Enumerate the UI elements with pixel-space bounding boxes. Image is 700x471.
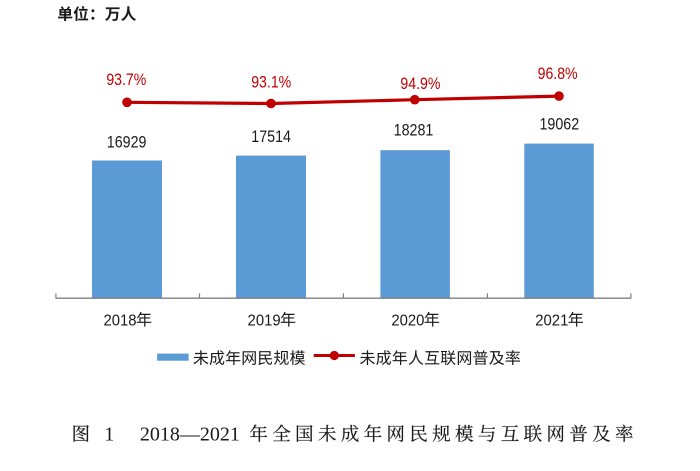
svg-text:96.8%: 96.8% [538, 65, 578, 83]
svg-text:94.9%: 94.9% [400, 75, 440, 93]
svg-text:18281: 18281 [394, 122, 434, 140]
svg-text:93.1%: 93.1% [251, 73, 291, 91]
svg-text:19062: 19062 [539, 115, 579, 133]
svg-text:16929: 16929 [107, 133, 147, 151]
svg-text:2018: 2018 [103, 312, 136, 330]
svg-text:2019: 2019 [248, 312, 281, 330]
svg-text:2018—2021: 2018—2021 [140, 423, 240, 445]
svg-text:2021: 2021 [535, 312, 568, 330]
svg-text:17514: 17514 [251, 128, 291, 146]
svg-text:93.7%: 93.7% [106, 71, 146, 89]
svg-text:2020: 2020 [391, 312, 424, 330]
svg-text:1: 1 [104, 423, 114, 445]
